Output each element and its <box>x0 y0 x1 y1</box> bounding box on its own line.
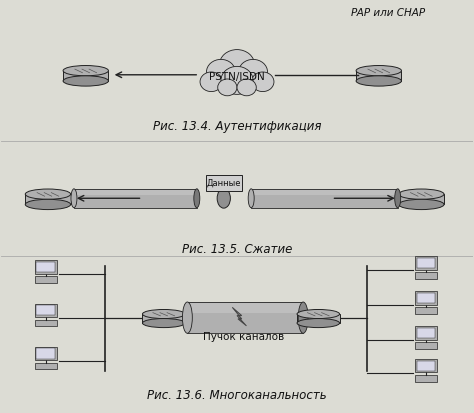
Ellipse shape <box>297 309 339 318</box>
Ellipse shape <box>25 189 71 199</box>
FancyBboxPatch shape <box>36 348 55 359</box>
Text: Рис. 13.6. Многоканальность: Рис. 13.6. Многоканальность <box>147 389 327 402</box>
Polygon shape <box>251 189 398 208</box>
FancyBboxPatch shape <box>35 320 56 326</box>
Ellipse shape <box>248 189 254 208</box>
FancyBboxPatch shape <box>417 293 436 303</box>
Polygon shape <box>25 194 71 204</box>
Ellipse shape <box>194 189 200 208</box>
Text: PAP или CHAP: PAP или CHAP <box>351 8 425 18</box>
Ellipse shape <box>399 199 444 209</box>
Ellipse shape <box>298 302 308 333</box>
Polygon shape <box>297 314 339 323</box>
FancyBboxPatch shape <box>415 291 437 304</box>
Polygon shape <box>63 71 109 81</box>
Circle shape <box>238 59 267 85</box>
Circle shape <box>218 79 237 96</box>
FancyBboxPatch shape <box>415 342 437 349</box>
Text: Пучок каналов: Пучок каналов <box>203 332 285 342</box>
FancyBboxPatch shape <box>415 272 437 279</box>
Polygon shape <box>399 194 444 204</box>
Polygon shape <box>232 307 246 326</box>
Ellipse shape <box>297 318 339 328</box>
FancyBboxPatch shape <box>415 256 437 270</box>
Ellipse shape <box>182 302 192 333</box>
Circle shape <box>221 66 253 95</box>
Ellipse shape <box>217 188 230 208</box>
FancyBboxPatch shape <box>415 375 437 382</box>
FancyBboxPatch shape <box>35 304 56 317</box>
Circle shape <box>252 72 274 92</box>
FancyBboxPatch shape <box>35 276 56 283</box>
Polygon shape <box>74 189 197 195</box>
Circle shape <box>200 72 222 92</box>
Text: PSTN/ISDN: PSTN/ISDN <box>209 72 265 82</box>
Circle shape <box>219 50 255 81</box>
Ellipse shape <box>25 199 71 209</box>
Ellipse shape <box>71 189 77 208</box>
Polygon shape <box>187 302 303 313</box>
FancyBboxPatch shape <box>417 258 436 268</box>
Ellipse shape <box>399 189 444 199</box>
Ellipse shape <box>63 66 109 76</box>
Ellipse shape <box>356 76 401 86</box>
FancyBboxPatch shape <box>417 328 436 338</box>
Text: Рис. 13.5. Сжатие: Рис. 13.5. Сжатие <box>182 243 292 256</box>
Polygon shape <box>74 189 197 208</box>
Polygon shape <box>187 302 303 333</box>
Polygon shape <box>143 314 185 323</box>
Text: Данные: Данные <box>207 178 241 188</box>
Polygon shape <box>251 189 398 195</box>
Text: Рис. 13.4. Аутентификация: Рис. 13.4. Аутентификация <box>153 120 321 133</box>
FancyBboxPatch shape <box>415 326 437 339</box>
FancyBboxPatch shape <box>415 359 437 373</box>
Ellipse shape <box>63 76 109 86</box>
FancyBboxPatch shape <box>35 363 56 369</box>
FancyBboxPatch shape <box>35 260 56 274</box>
FancyBboxPatch shape <box>206 175 242 191</box>
Ellipse shape <box>143 309 185 318</box>
Ellipse shape <box>143 318 185 328</box>
Polygon shape <box>356 71 401 81</box>
FancyBboxPatch shape <box>36 262 55 272</box>
FancyBboxPatch shape <box>415 307 437 313</box>
Ellipse shape <box>356 66 401 76</box>
FancyBboxPatch shape <box>36 305 55 316</box>
Circle shape <box>207 59 236 85</box>
FancyBboxPatch shape <box>35 347 56 360</box>
FancyBboxPatch shape <box>417 361 436 371</box>
Circle shape <box>237 79 256 96</box>
Ellipse shape <box>395 189 401 208</box>
